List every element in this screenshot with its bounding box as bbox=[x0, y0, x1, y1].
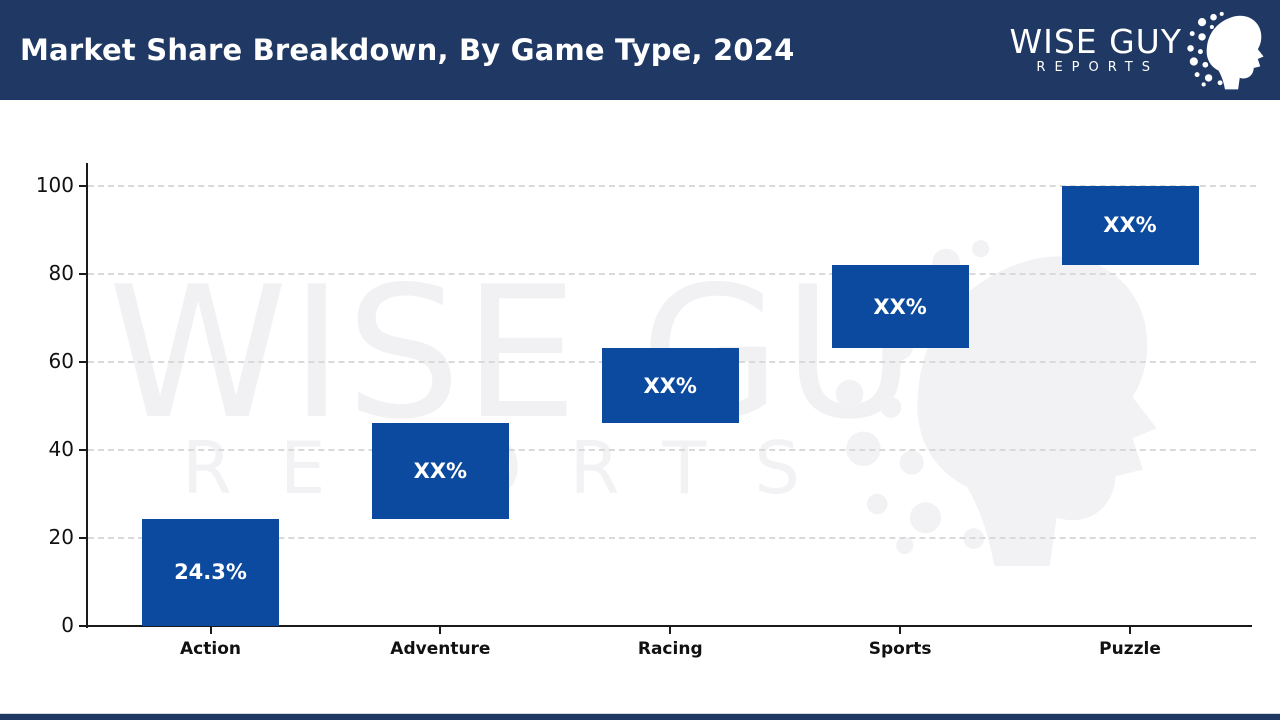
logo-wordmark: WISE GUY REPORTS bbox=[1009, 25, 1182, 75]
bar-adventure: XX% bbox=[371, 423, 509, 519]
y-tick-label-40: 40 bbox=[48, 436, 74, 461]
bar-value-label-puzzle: XX% bbox=[1103, 213, 1157, 238]
y-tick-20 bbox=[79, 536, 87, 539]
gridline-80 bbox=[88, 272, 1256, 275]
x-tick-label-action: Action bbox=[180, 639, 241, 659]
x-tick-label-adventure: Adventure bbox=[390, 639, 491, 659]
bar-value-label-sports: XX% bbox=[873, 294, 927, 319]
bottom-divider bbox=[0, 713, 1280, 714]
y-tick-label-20: 20 bbox=[48, 524, 74, 549]
x-tick-label-puzzle: Puzzle bbox=[1099, 639, 1161, 659]
bar-value-label-action: 24.3% bbox=[174, 560, 247, 585]
y-tick-100 bbox=[79, 184, 87, 187]
x-axis-line bbox=[86, 625, 1252, 627]
x-tick-puzzle bbox=[1129, 627, 1131, 634]
bar-value-label-racing: XX% bbox=[643, 373, 697, 398]
y-tick-label-0: 0 bbox=[61, 613, 74, 637]
chart-title: Market Share Breakdown, By Game Type, 20… bbox=[20, 33, 795, 67]
x-tick-action bbox=[209, 627, 212, 634]
brand-logo: WISE GUY REPORTS bbox=[1009, 8, 1266, 92]
gridline-20 bbox=[88, 536, 1256, 539]
bar-puzzle: XX% bbox=[1061, 185, 1199, 265]
x-tick-sports bbox=[899, 627, 902, 634]
x-tick-label-sports: Sports bbox=[868, 639, 932, 659]
y-tick-0 bbox=[79, 625, 87, 627]
y-tick-label-60: 60 bbox=[48, 348, 74, 373]
gridline-40 bbox=[88, 448, 1256, 451]
bar-value-label-adventure: XX% bbox=[413, 459, 468, 484]
y-axis-line bbox=[86, 163, 88, 628]
bar-action: 24.3% bbox=[142, 518, 279, 626]
y-tick-80 bbox=[79, 272, 87, 275]
logo-head-icon bbox=[1187, 11, 1264, 90]
bar-racing: XX% bbox=[601, 348, 739, 424]
footer-bar bbox=[0, 714, 1280, 720]
y-tick-label-80: 80 bbox=[48, 260, 74, 285]
bar-sports: XX% bbox=[831, 264, 969, 349]
y-tick-60 bbox=[79, 360, 87, 363]
y-tick-40 bbox=[79, 448, 87, 451]
header-bar: Market Share Breakdown, By Game Type, 20… bbox=[0, 0, 1280, 100]
gridline-100 bbox=[88, 184, 1256, 187]
x-tick-label-racing: Racing bbox=[637, 639, 703, 659]
logo-wordmark-line1: WISE GUY bbox=[1009, 22, 1182, 62]
logo-wordmark-line2: REPORTS bbox=[1036, 59, 1160, 75]
x-tick-racing bbox=[669, 627, 672, 634]
x-tick-adventure bbox=[439, 627, 442, 634]
y-tick-label-100: 100 bbox=[35, 172, 74, 197]
